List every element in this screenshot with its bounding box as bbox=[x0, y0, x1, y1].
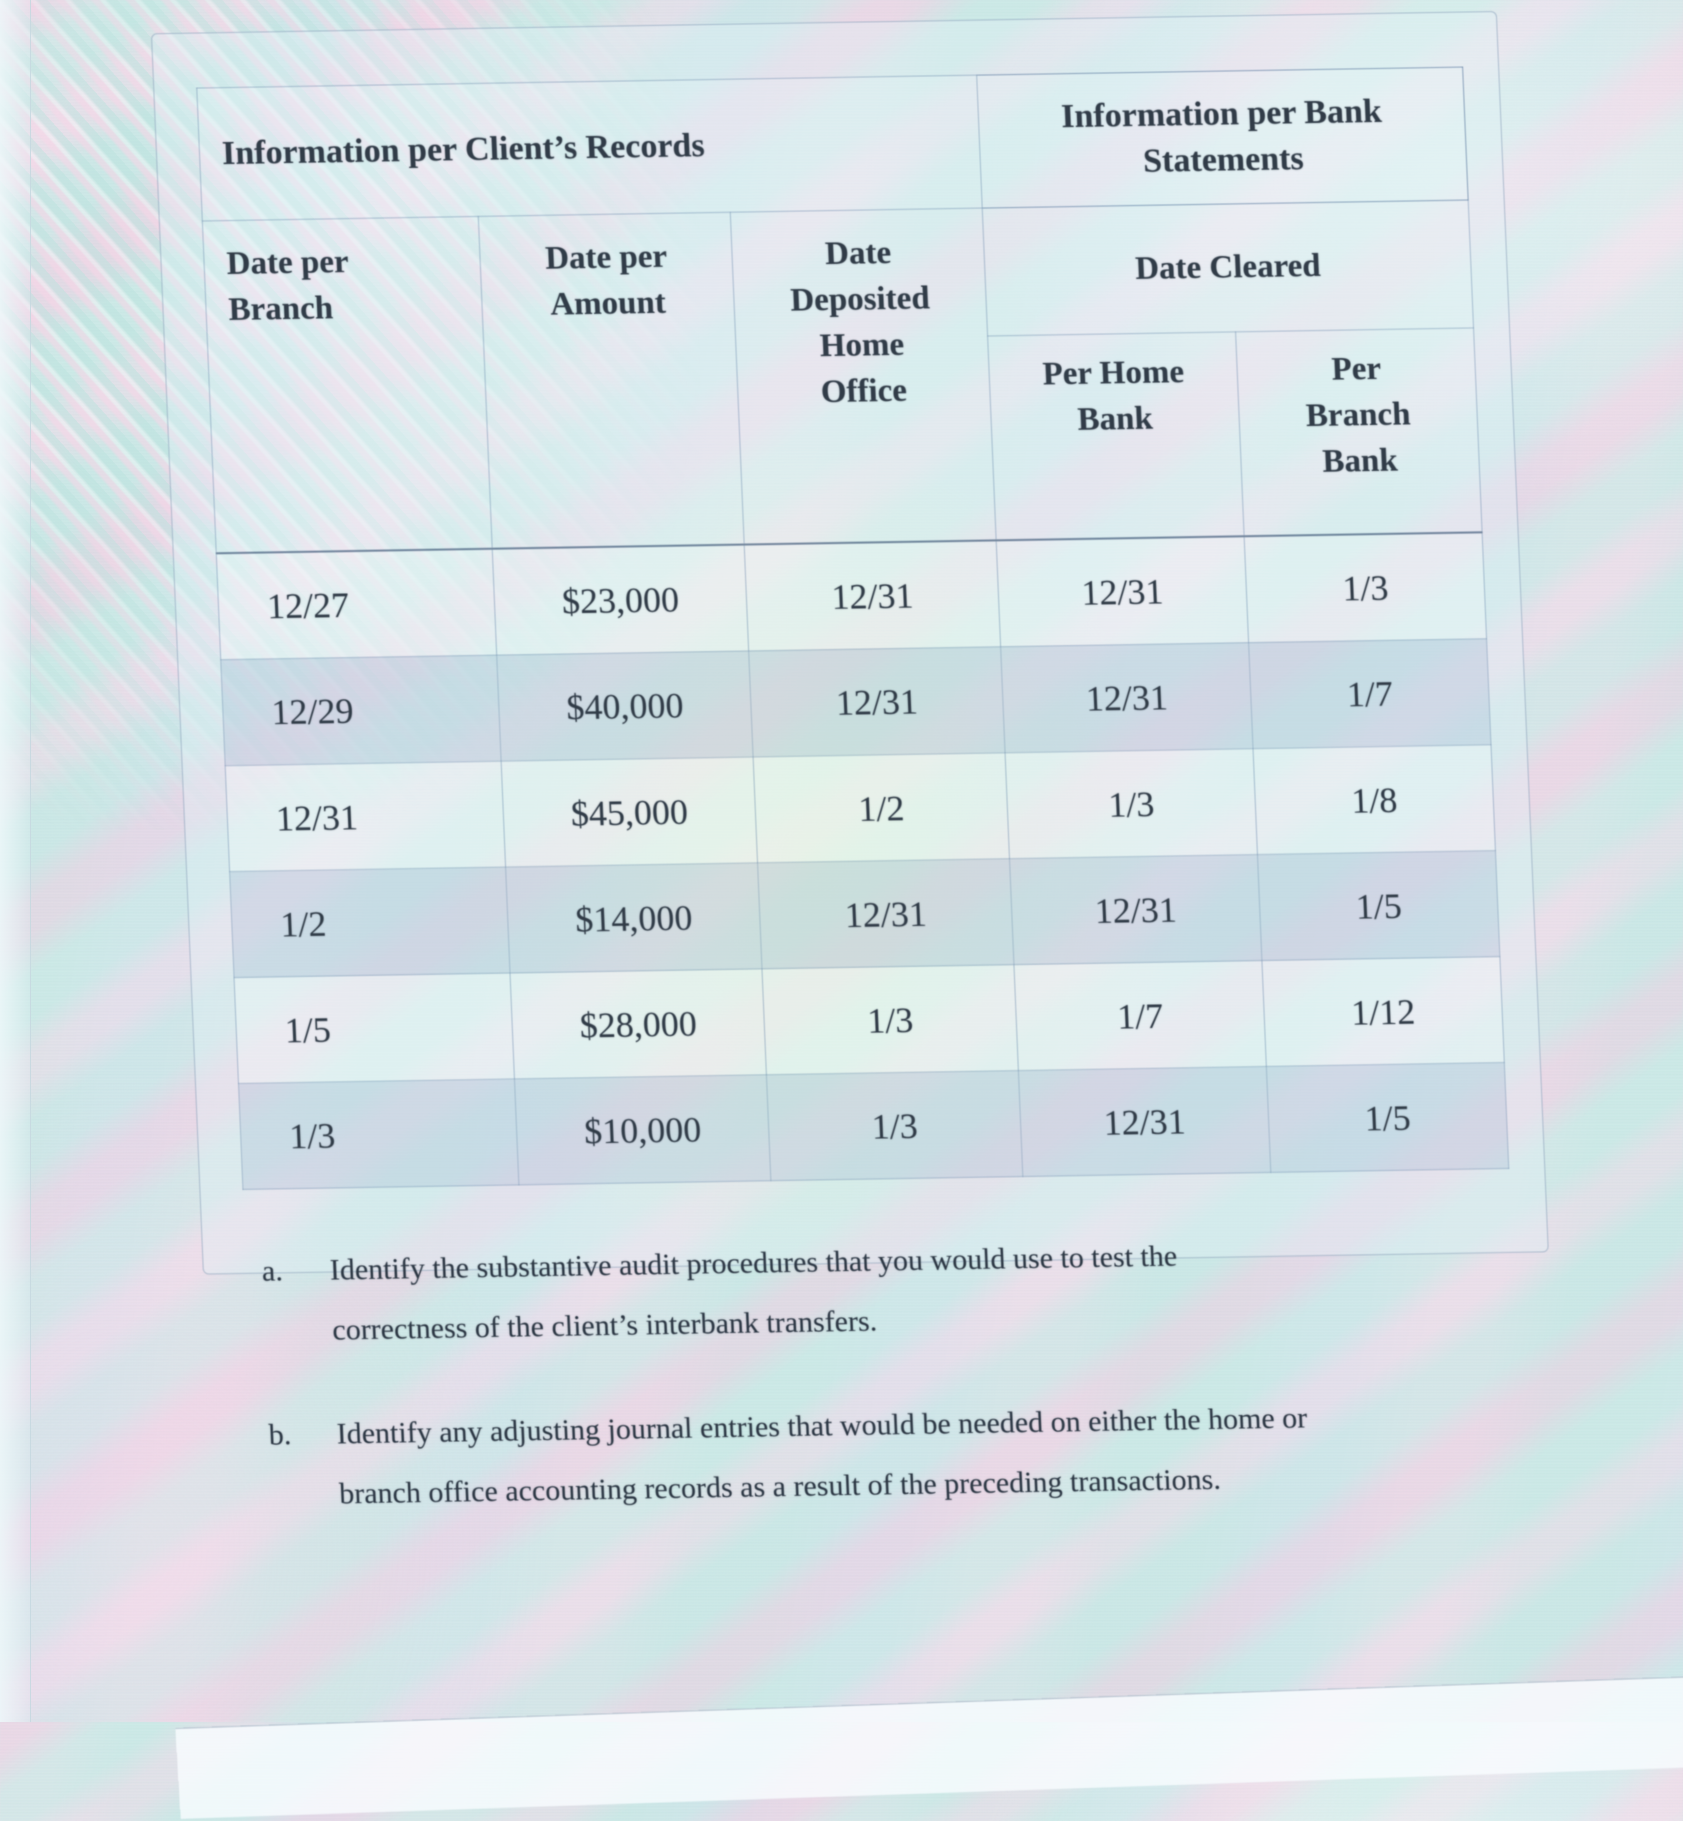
screen-left-edge bbox=[0, 0, 31, 1722]
cell-per-home-bank: 12/31 bbox=[1000, 642, 1254, 753]
table-row: 1/3 $10,000 1/3 12/31 1/5 bbox=[238, 1062, 1509, 1190]
interbank-transfers-table: Information per Client’s Records Informa… bbox=[196, 67, 1509, 1190]
group-header-row: Information per Client’s Records Informa… bbox=[196, 67, 1469, 222]
group-header-bank-statements: Information per Bank Statements bbox=[976, 67, 1469, 209]
cell-date-deposited: 1/3 bbox=[761, 964, 1019, 1075]
cell-per-branch-bank: 1/12 bbox=[1261, 956, 1505, 1067]
col-header-per-branch-bank: Per Branch Bank bbox=[1235, 327, 1483, 537]
cell-per-home-bank: 1/3 bbox=[1005, 748, 1258, 859]
cell-date-per-amount: $28,000 bbox=[510, 968, 767, 1079]
cell-date-per-amount: $40,000 bbox=[496, 651, 754, 762]
cell-per-home-bank: 12/31 bbox=[1018, 1066, 1271, 1177]
group-header-client-records: Information per Client’s Records bbox=[196, 75, 983, 222]
table-row: 12/27 $23,000 12/31 12/31 1/3 bbox=[216, 532, 1487, 660]
cell-date-deposited: 12/31 bbox=[744, 540, 1001, 652]
cell-per-home-bank: 12/31 bbox=[1009, 854, 1262, 965]
cell-date-per-branch: 1/3 bbox=[238, 1078, 519, 1190]
cell-date-per-branch: 12/29 bbox=[220, 655, 502, 766]
question-a-label: a. bbox=[261, 1254, 284, 1288]
cell-date-per-amount: $14,000 bbox=[505, 862, 762, 974]
table-row: 1/5 $28,000 1/3 1/7 1/12 bbox=[234, 956, 1505, 1084]
page-bottom-edge bbox=[175, 1670, 1683, 1819]
questions-block: a. Identify the substantive audit proced… bbox=[261, 1224, 1330, 1569]
cell-date-per-branch: 1/2 bbox=[229, 867, 511, 978]
question-b-label: b. bbox=[268, 1418, 292, 1452]
question-b-text: Identify any adjusting journal entries t… bbox=[336, 1401, 1308, 1511]
col-header-date-deposited-home-office: Date Deposited Home Office bbox=[730, 208, 997, 545]
cell-date-per-branch: 12/27 bbox=[216, 548, 497, 660]
table-row: 12/29 $40,000 12/31 12/31 1/7 bbox=[220, 638, 1492, 766]
table-row: 12/31 $45,000 1/2 1/3 1/8 bbox=[225, 744, 1496, 872]
moire-texture-overlay bbox=[0, 0, 700, 830]
question-b: b. Identify any adjusting journal entrie… bbox=[267, 1388, 1327, 1525]
cell-date-per-amount: $23,000 bbox=[492, 544, 749, 656]
page-content: Information per Client’s Records Informa… bbox=[150, 11, 1683, 1819]
question-a: a. Identify the substantive audit proced… bbox=[261, 1224, 1321, 1361]
col-header-date-cleared: Date Cleared bbox=[982, 200, 1474, 336]
cell-date-deposited: 12/31 bbox=[757, 858, 1014, 969]
cell-date-per-amount: $45,000 bbox=[501, 756, 758, 868]
cell-date-per-branch: 12/31 bbox=[225, 761, 506, 872]
cell-date-deposited: 12/31 bbox=[748, 646, 1006, 757]
cell-date-per-branch: 1/5 bbox=[234, 973, 515, 1084]
col-header-per-home-bank: Per Home Bank bbox=[987, 331, 1245, 541]
cell-per-home-bank: 12/31 bbox=[996, 536, 1249, 647]
col-header-date-per-branch: Date per Branch bbox=[202, 216, 493, 554]
problem-table-card: Information per Client’s Records Informa… bbox=[150, 11, 1549, 1275]
cell-date-deposited: 1/2 bbox=[753, 752, 1010, 863]
cell-date-per-amount: $10,000 bbox=[514, 1074, 771, 1185]
cell-date-deposited: 1/3 bbox=[766, 1070, 1023, 1181]
column-header-row: Date per Branch Date per Amount Date Dep… bbox=[202, 200, 1474, 554]
table-row: 1/2 $14,000 12/31 12/31 1/5 bbox=[229, 850, 1500, 978]
cell-per-home-bank: 1/7 bbox=[1013, 960, 1267, 1071]
cell-per-branch-bank: 1/7 bbox=[1248, 638, 1492, 749]
col-header-date-per-amount: Date per Amount bbox=[478, 212, 745, 549]
cell-per-branch-bank: 1/8 bbox=[1253, 744, 1496, 855]
cell-per-branch-bank: 1/5 bbox=[1266, 1062, 1509, 1173]
cell-per-branch-bank: 1/5 bbox=[1257, 850, 1500, 961]
question-a-text: Identify the substantive audit procedure… bbox=[329, 1239, 1178, 1347]
cell-per-branch-bank: 1/3 bbox=[1244, 532, 1487, 643]
